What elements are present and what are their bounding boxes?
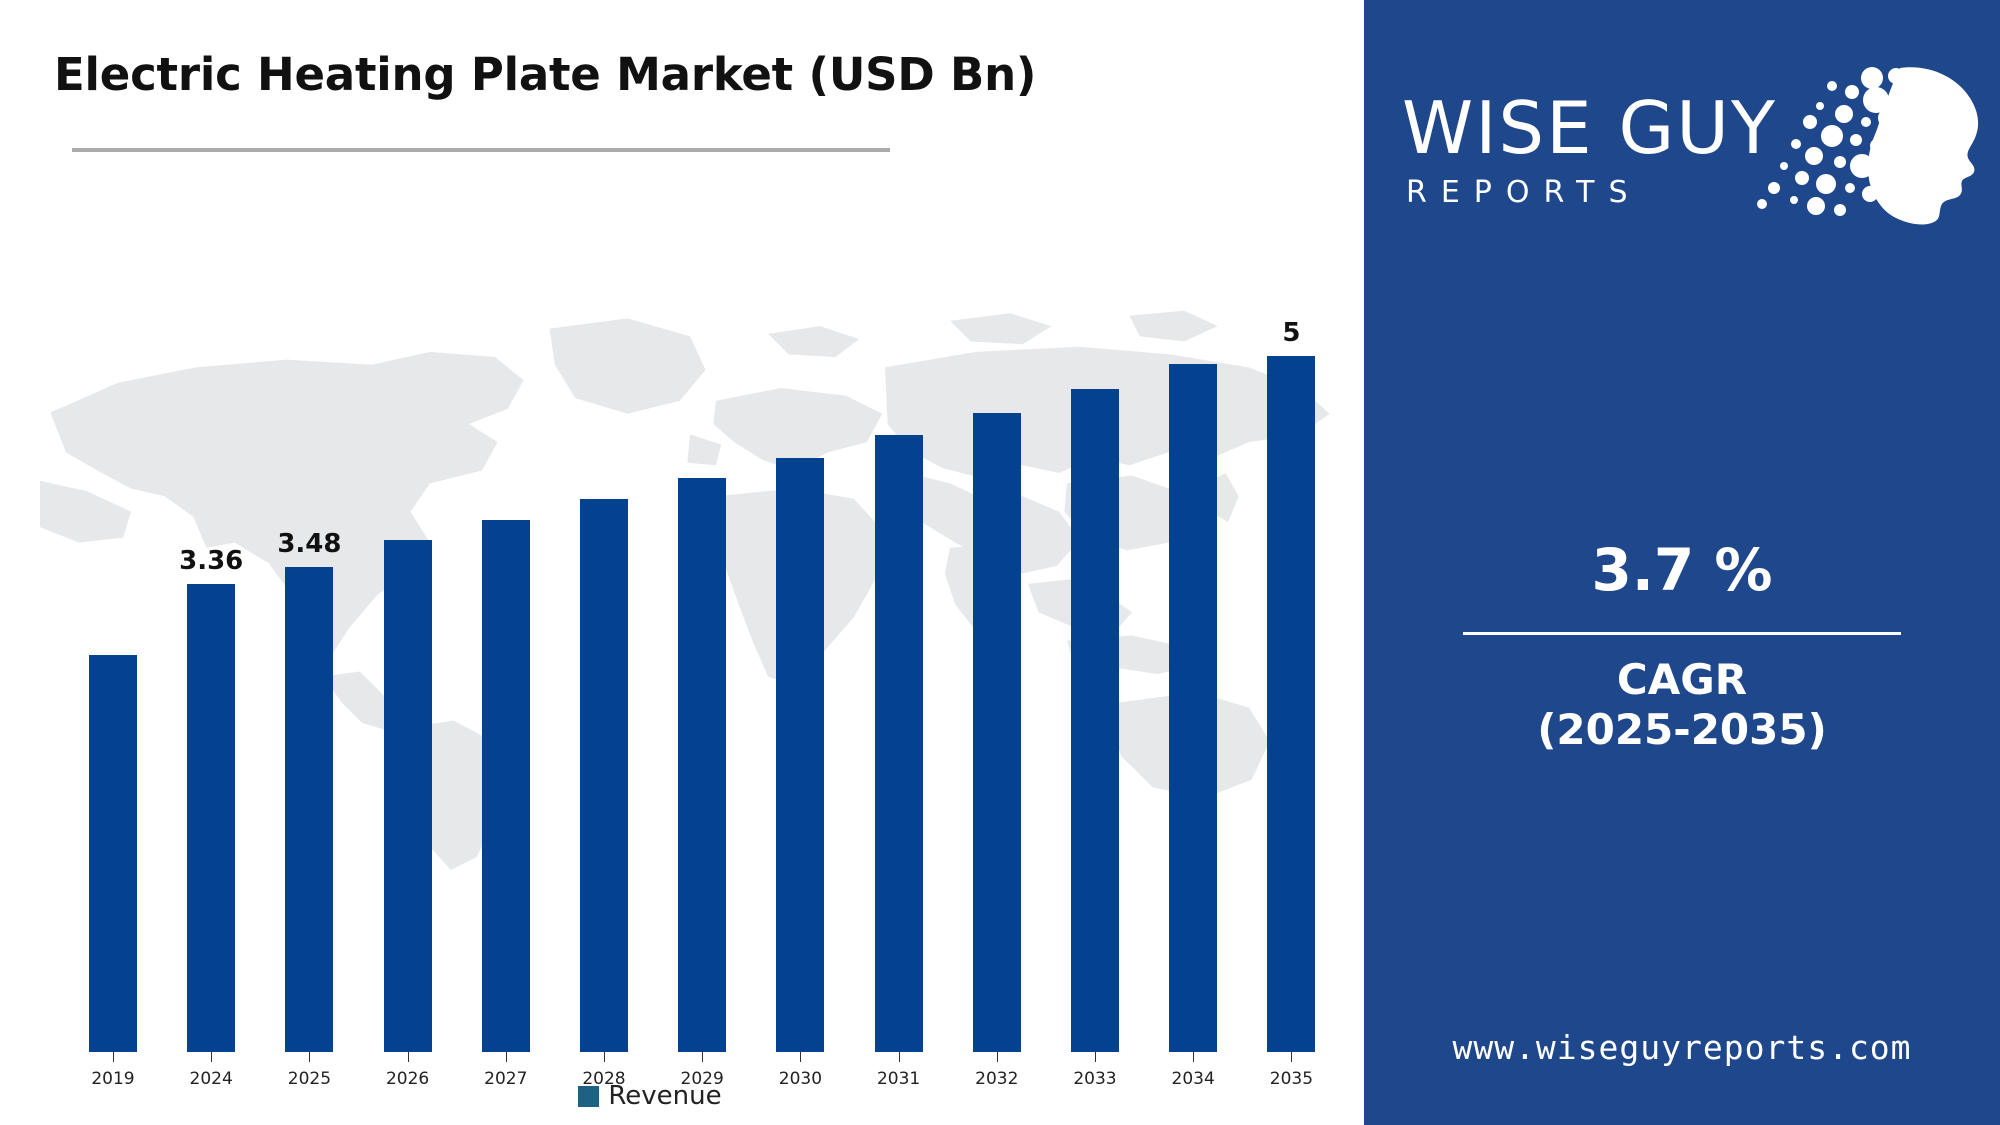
plot-area: 2019 3.36 2024 3.48 2025 2026 2027 2028 2029 2030…: [89, 317, 1316, 1089]
x-axis-label-2019: 2019: [91, 1069, 135, 1089]
x-axis-tick-2024: [211, 1052, 213, 1062]
legend-label: Revenue: [608, 1081, 722, 1111]
cagr-value: 3.7 %: [1591, 536, 1773, 604]
chart-legend: Revenue: [0, 1081, 1300, 1111]
x-axis-label-2033: 2033: [1073, 1069, 1117, 1089]
bar-value-label-2024: 3.36: [179, 546, 244, 577]
x-axis-label-2032: 2032: [975, 1069, 1019, 1089]
cagr-label: CAGR (2025-2035): [1364, 655, 2000, 754]
x-axis-label-2030: 2030: [778, 1069, 823, 1089]
bar-value-label-2035: 5: [1282, 317, 1301, 348]
x-axis-tick-2031: [898, 1052, 900, 1062]
legend-swatch-icon: [578, 1086, 600, 1107]
x-axis-tick-2030: [800, 1052, 802, 1062]
x-axis-tick-2027: [505, 1052, 507, 1062]
bar-2033: [1071, 389, 1119, 1052]
x-axis-tick-2035: [1291, 1052, 1293, 1062]
x-axis-label-2027: 2027: [484, 1069, 528, 1089]
x-axis-tick-2019: [113, 1052, 114, 1062]
legend-item-revenue: Revenue: [578, 1081, 722, 1111]
x-axis-tick-2028: [604, 1052, 605, 1062]
cagr-label-line1: CAGR: [1616, 655, 1748, 704]
x-axis-label-2034: 2034: [1171, 1069, 1215, 1089]
logo-subword: REPORTS: [1406, 175, 1642, 210]
x-axis-label-2024: 2024: [189, 1069, 233, 1089]
bar-2024: [187, 584, 236, 1052]
dotted-head-silhouette-icon: [1757, 67, 1979, 225]
x-axis-label-2025: 2025: [287, 1069, 332, 1089]
x-axis-label-2035: 2035: [1269, 1069, 1314, 1089]
x-axis-label-2031: 2031: [876, 1069, 921, 1089]
bar-2025: [285, 567, 334, 1052]
x-axis-tick-2033: [1095, 1052, 1096, 1062]
brand-panel: WISE GUY REPORTS: [1364, 0, 2000, 1125]
bar-2019: [89, 655, 137, 1052]
chart-panel: Electric Heating Plate Market (USD Bn): [0, 48, 1330, 1111]
x-axis-label-2029: 2029: [680, 1069, 724, 1089]
page-title: Electric Heating Plate Market (USD Bn): [54, 48, 1037, 101]
bar-2035: [1267, 355, 1316, 1052]
x-axis-label-2026: 2026: [385, 1069, 430, 1089]
cagr-divider: [1463, 632, 1901, 635]
bar-2031: [874, 435, 923, 1052]
x-axis-tick-2032: [996, 1052, 998, 1062]
logo-wordmark: WISE GUY: [1402, 86, 1777, 170]
x-axis-label-2028: 2028: [582, 1069, 626, 1089]
x-axis-tick-2029: [702, 1052, 704, 1062]
bar-2034: [1169, 364, 1218, 1052]
bar-2032: [972, 412, 1021, 1052]
x-axis-tick-2034: [1193, 1052, 1195, 1062]
x-axis-tick-2025: [309, 1052, 311, 1062]
bar-2030: [776, 457, 825, 1052]
cagr-label-line2: (2025-2035): [1537, 704, 1827, 754]
bar-2027: [481, 520, 530, 1052]
brand-logo: WISE GUY REPORTS: [1364, 62, 2000, 232]
website-url: www.wiseguyreports.com: [1452, 1028, 1912, 1067]
bar-2026: [383, 539, 432, 1052]
bar-2029: [678, 478, 727, 1052]
bar-value-label-2025: 3.48: [277, 529, 342, 560]
x-axis-tick-2026: [407, 1052, 409, 1062]
bar-2028: [580, 499, 628, 1052]
title-divider: [72, 148, 890, 152]
